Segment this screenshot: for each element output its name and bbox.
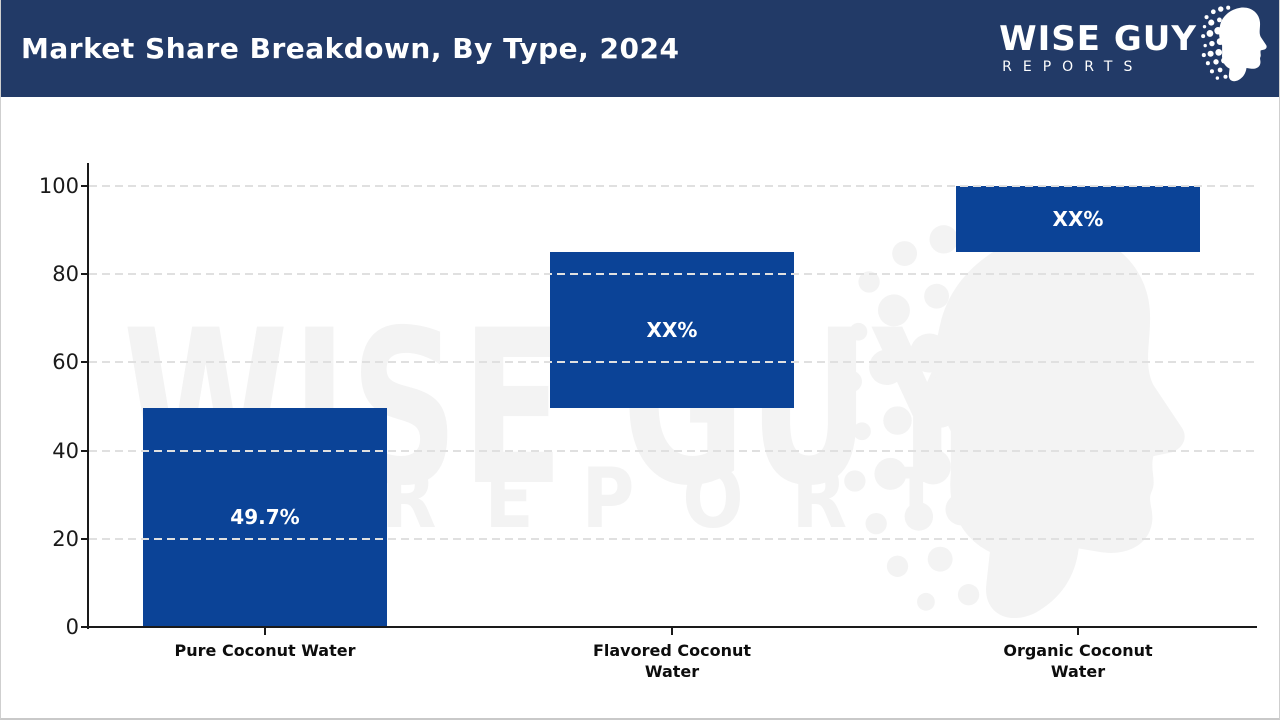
- bar-pure-coconut-water: [143, 407, 387, 627]
- y-tick-mark: [81, 273, 89, 276]
- y-tick-mark: [81, 537, 89, 540]
- bar-value-label-organic-coconut-water: XX%: [1052, 207, 1104, 232]
- logo-wordmark: WISE GUY: [999, 19, 1197, 59]
- y-tick-mark: [81, 361, 89, 364]
- header-bar: Market Share Breakdown, By Type, 2024 WI…: [1, 0, 1279, 97]
- y-tick-label: 60: [52, 350, 79, 375]
- wise-guy-head-icon: [1201, 5, 1267, 81]
- x-category-label-flavored-coconut-water: Flavored Coconut Water: [592, 641, 752, 681]
- x-axis-line: [87, 626, 1257, 628]
- gridline-20: [89, 537, 1257, 540]
- x-category-label-organic-coconut-water: Organic Coconut Water: [1003, 641, 1153, 681]
- logo-text: WISE GUY REPORTS: [999, 22, 1197, 75]
- gridline-60: [89, 361, 1257, 364]
- x-tick-mark: [1077, 628, 1079, 635]
- y-tick-label: 80: [52, 262, 79, 287]
- x-tick-mark: [264, 628, 266, 635]
- y-axis-line: [87, 163, 89, 629]
- y-tick-label: 0: [65, 615, 79, 639]
- y-tick-label: 40: [52, 438, 79, 463]
- y-tick-mark: [81, 185, 89, 187]
- wise-guy-logo: WISE GUY REPORTS: [999, 0, 1279, 97]
- x-category-label-pure-coconut-water: Pure Coconut Water: [174, 641, 356, 660]
- page-title: Market Share Breakdown, By Type, 2024: [21, 32, 680, 65]
- gridline-40: [89, 449, 1257, 452]
- gridline-80: [89, 273, 1257, 276]
- y-tick-mark: [81, 449, 89, 452]
- logo-subtitle: REPORTS: [1002, 59, 1144, 75]
- gridline-100: [89, 185, 1257, 187]
- y-tick-mark: [81, 626, 89, 628]
- y-tick-label: 20: [52, 526, 79, 551]
- y-tick-label: 100: [38, 174, 79, 198]
- bar-value-label-flavored-coconut-water: XX%: [646, 317, 698, 342]
- bar-value-label-pure-coconut-water: 49.7%: [230, 505, 300, 530]
- x-tick-mark: [671, 628, 673, 635]
- watermark-subtitle: REPORTS: [381, 450, 1089, 547]
- bar-flavored-coconut-water: [550, 252, 794, 408]
